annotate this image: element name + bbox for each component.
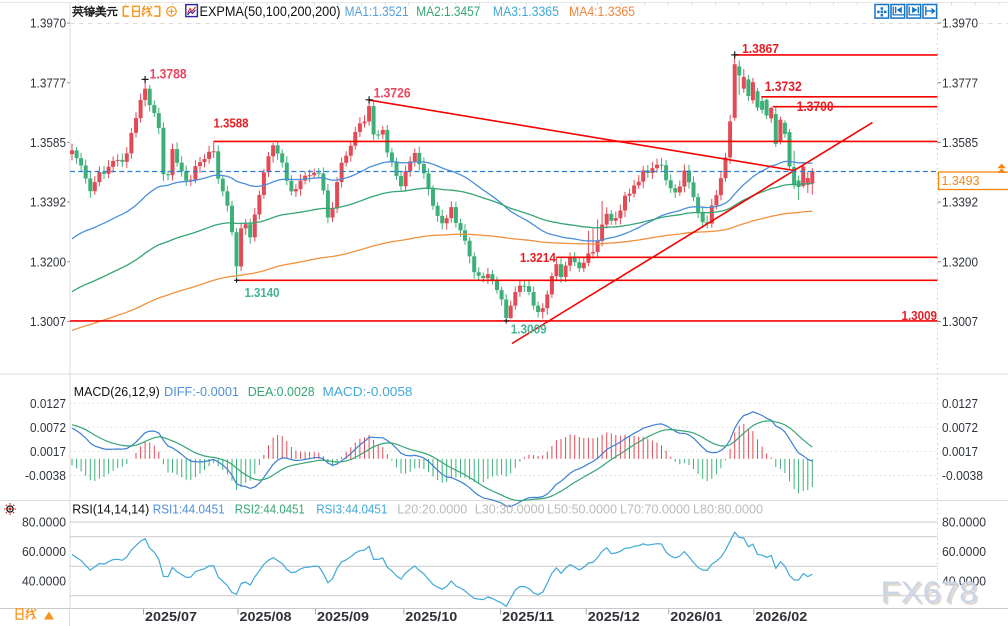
svg-text:2026/02: 2026/02 — [755, 609, 807, 624]
svg-text:60.0000: 60.0000 — [942, 544, 986, 559]
svg-text:-0.0038: -0.0038 — [942, 468, 983, 483]
svg-text:1.3392: 1.3392 — [942, 195, 978, 210]
svg-text:1.3009: 1.3009 — [511, 322, 547, 337]
svg-text:2025/07: 2025/07 — [145, 609, 197, 624]
svg-text:MA1:1.3521: MA1:1.3521 — [345, 4, 409, 19]
svg-text:1.3140: 1.3140 — [245, 285, 280, 300]
svg-text:2025/08: 2025/08 — [240, 609, 292, 624]
svg-text:1.3970: 1.3970 — [942, 16, 978, 31]
svg-text:-0.0038: -0.0038 — [25, 468, 66, 483]
svg-text:RSI2:44.0451: RSI2:44.0451 — [235, 502, 305, 517]
svg-text:L70:70.0000: L70:70.0000 — [620, 502, 690, 517]
svg-text:RSI(14,14,14): RSI(14,14,14) — [72, 502, 149, 517]
svg-text:60.0000: 60.0000 — [22, 544, 66, 559]
svg-text:0.0127: 0.0127 — [30, 396, 66, 411]
svg-text:L50:50.0000: L50:50.0000 — [547, 502, 617, 517]
svg-text:1.3585: 1.3585 — [942, 135, 978, 150]
svg-text:0.0127: 0.0127 — [942, 396, 978, 411]
svg-text:RSI1:44.0451: RSI1:44.0451 — [153, 502, 225, 517]
svg-text:1.3777: 1.3777 — [942, 75, 978, 90]
svg-text:1.3009: 1.3009 — [902, 308, 938, 323]
svg-text:2026/01: 2026/01 — [670, 609, 722, 624]
svg-text:1.3700: 1.3700 — [797, 99, 834, 114]
svg-text:1.3214: 1.3214 — [520, 250, 557, 265]
svg-text:40.0000: 40.0000 — [942, 574, 986, 589]
svg-text:80.0000: 80.0000 — [22, 515, 66, 530]
svg-text:2025/10: 2025/10 — [405, 609, 457, 624]
svg-text:EXPMA(50,100,200,200): EXPMA(50,100,200,200) — [200, 4, 341, 19]
svg-text:1.3732: 1.3732 — [765, 79, 802, 94]
svg-text:1.3777: 1.3777 — [30, 75, 66, 90]
svg-text:L80:80.0000: L80:80.0000 — [693, 502, 763, 517]
svg-text:1.3726: 1.3726 — [374, 84, 411, 100]
svg-text:RSI3:44.0451: RSI3:44.0451 — [316, 502, 387, 517]
svg-text:MA2:1.3457: MA2:1.3457 — [416, 4, 480, 19]
svg-text:1.3588: 1.3588 — [214, 115, 249, 130]
svg-text:0.0072: 0.0072 — [942, 420, 978, 435]
svg-text:2025/09: 2025/09 — [317, 609, 369, 624]
svg-text:MA4:1.3365: MA4:1.3365 — [569, 4, 635, 19]
svg-text:0.0017: 0.0017 — [30, 444, 66, 459]
svg-text:1.3007: 1.3007 — [30, 314, 66, 329]
svg-text:MACD(26,12,9): MACD(26,12,9) — [74, 384, 160, 399]
svg-text:40.0000: 40.0000 — [22, 574, 66, 589]
svg-text:MACD:-0.0058: MACD:-0.0058 — [323, 384, 413, 399]
svg-text:80.0000: 80.0000 — [942, 515, 986, 530]
svg-text:L20:20.0000: L20:20.0000 — [397, 502, 467, 517]
svg-text:1.3867: 1.3867 — [742, 41, 779, 56]
svg-text:1.3392: 1.3392 — [30, 195, 66, 210]
svg-text:0.0017: 0.0017 — [942, 444, 978, 459]
svg-text:1.3585: 1.3585 — [30, 135, 66, 150]
svg-text:DIFF:-0.0001: DIFF:-0.0001 — [164, 384, 239, 399]
svg-text:FX678: FX678 — [881, 575, 978, 610]
svg-text:1.3970: 1.3970 — [30, 16, 66, 31]
svg-text:DEA:0.0028: DEA:0.0028 — [248, 384, 315, 399]
svg-text:1.3200: 1.3200 — [942, 254, 978, 269]
svg-text:L30:30.0000: L30:30.0000 — [475, 502, 545, 517]
svg-text:1.3200: 1.3200 — [30, 254, 66, 269]
svg-text:2025/11: 2025/11 — [502, 609, 554, 624]
svg-text:1.3788: 1.3788 — [150, 66, 187, 82]
svg-text:2025/12: 2025/12 — [588, 609, 640, 624]
svg-text:1.3007: 1.3007 — [942, 314, 978, 329]
svg-text:0.0072: 0.0072 — [30, 420, 66, 435]
svg-text:MA3:1.3365: MA3:1.3365 — [493, 4, 559, 19]
svg-text:1.3493: 1.3493 — [942, 173, 980, 188]
svg-text:FX678: FX678 — [883, 577, 980, 612]
